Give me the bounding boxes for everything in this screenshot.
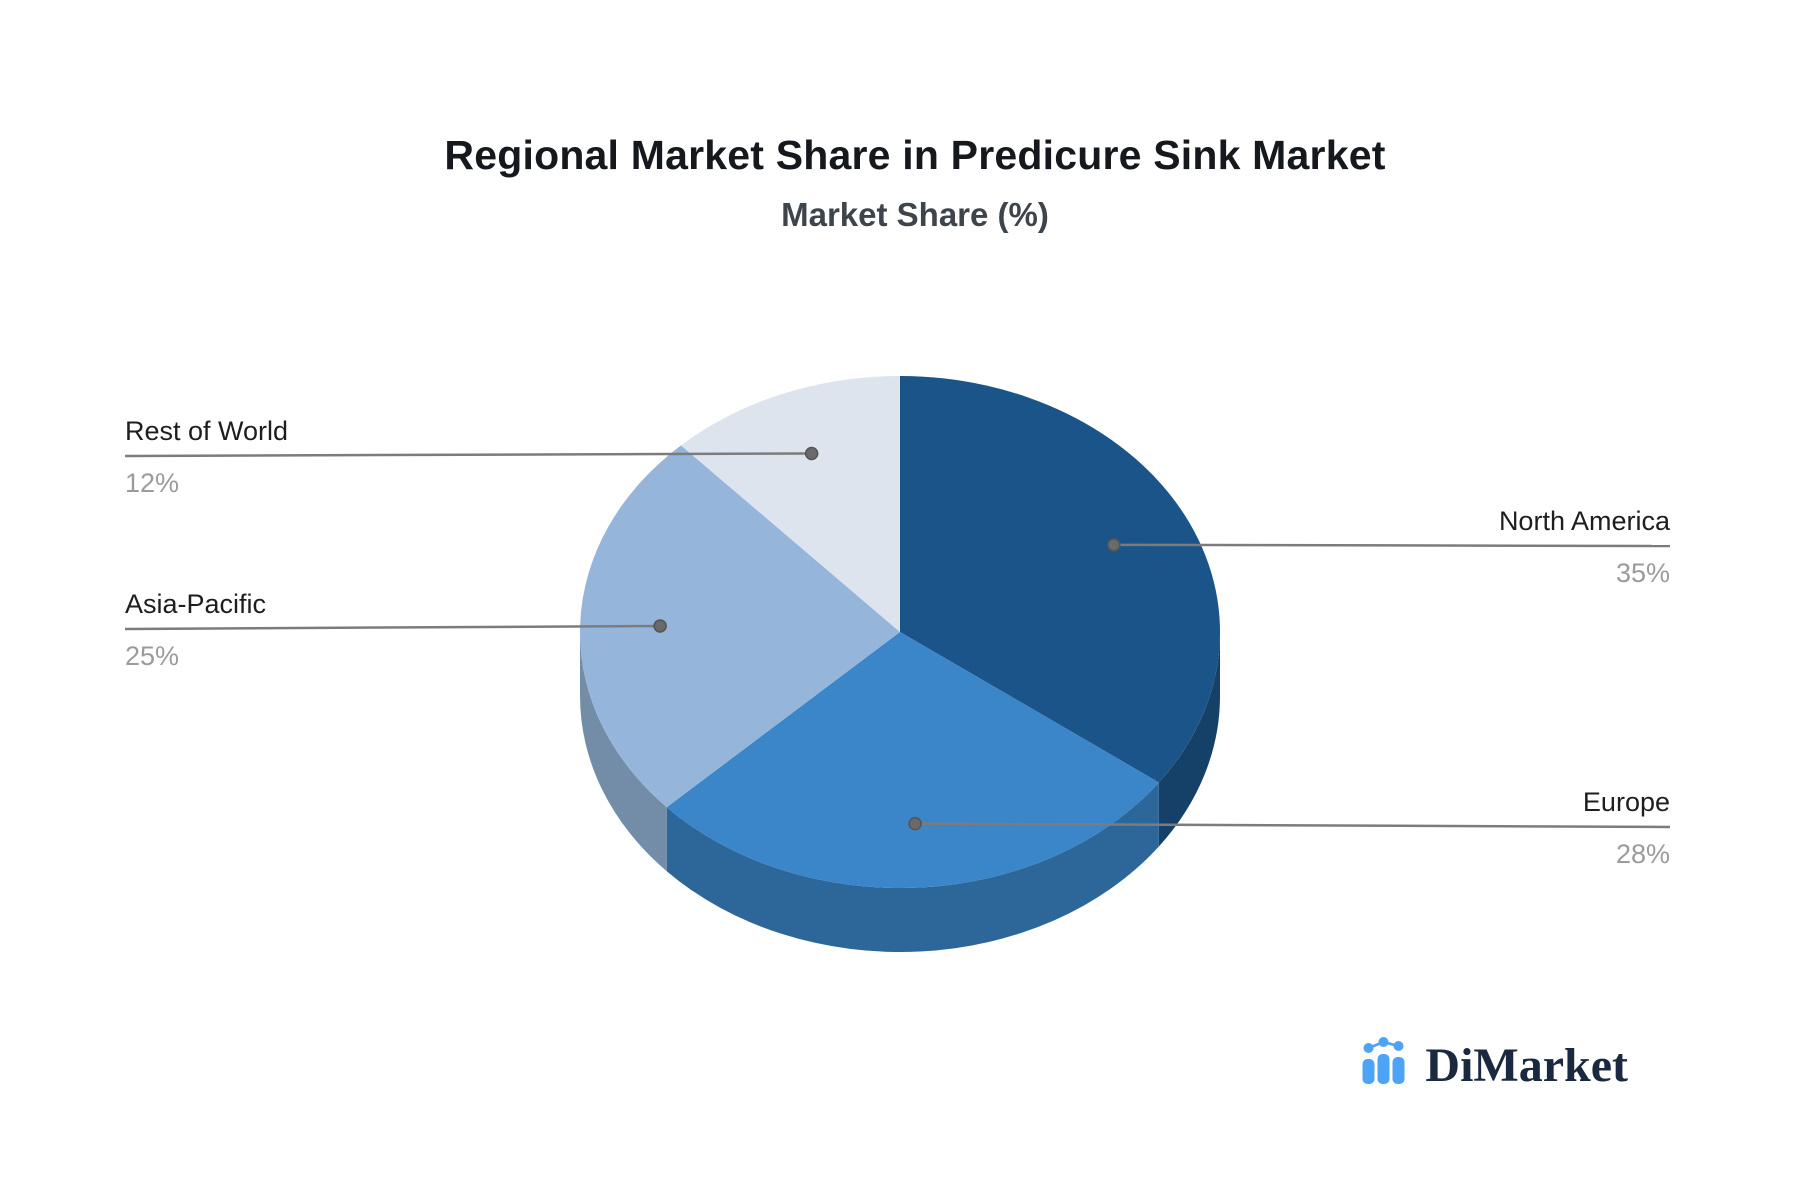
slice-label-value: 25% [125, 641, 180, 671]
leader-asia-pacific-dot [653, 619, 667, 633]
pie-slice-side-north-america [1158, 632, 1220, 847]
slice-label-text: Rest of World [125, 416, 289, 446]
dimarket-logo-icon [1362, 1037, 1405, 1084]
slice-label-value: 35% [1615, 558, 1670, 588]
leader-europe-line [915, 822, 1671, 829]
pie-slice-side-europe [666, 782, 1159, 953]
pie-slice-side-asia-pacific [580, 632, 667, 872]
leader-asia-pacific-line [124, 624, 661, 631]
slice-label-text: Europe [1582, 787, 1670, 817]
leader-rest-of-world-dot [804, 446, 819, 461]
dimarket-logo: DiMarket [1358, 1036, 1628, 1092]
leader-north-america-dot [1107, 538, 1121, 552]
pie-slice-north-america[interactable] [900, 376, 1220, 783]
leader-europe-dot [908, 816, 922, 831]
dimarket-logo-text: DiMarket [1425, 1038, 1628, 1092]
leader-north-america-line [1113, 543, 1671, 548]
leader-rest-of-world-line [124, 452, 812, 458]
slice-label-text: Asia-Pacific [125, 589, 267, 619]
slice-label-text: North America [1498, 506, 1670, 536]
slice-label-value: 12% [125, 468, 180, 498]
slice-label-value: 28% [1615, 839, 1670, 869]
pie-slice-asia-pacific[interactable] [580, 445, 900, 808]
pie-slice-rest-of-world[interactable] [680, 376, 900, 632]
